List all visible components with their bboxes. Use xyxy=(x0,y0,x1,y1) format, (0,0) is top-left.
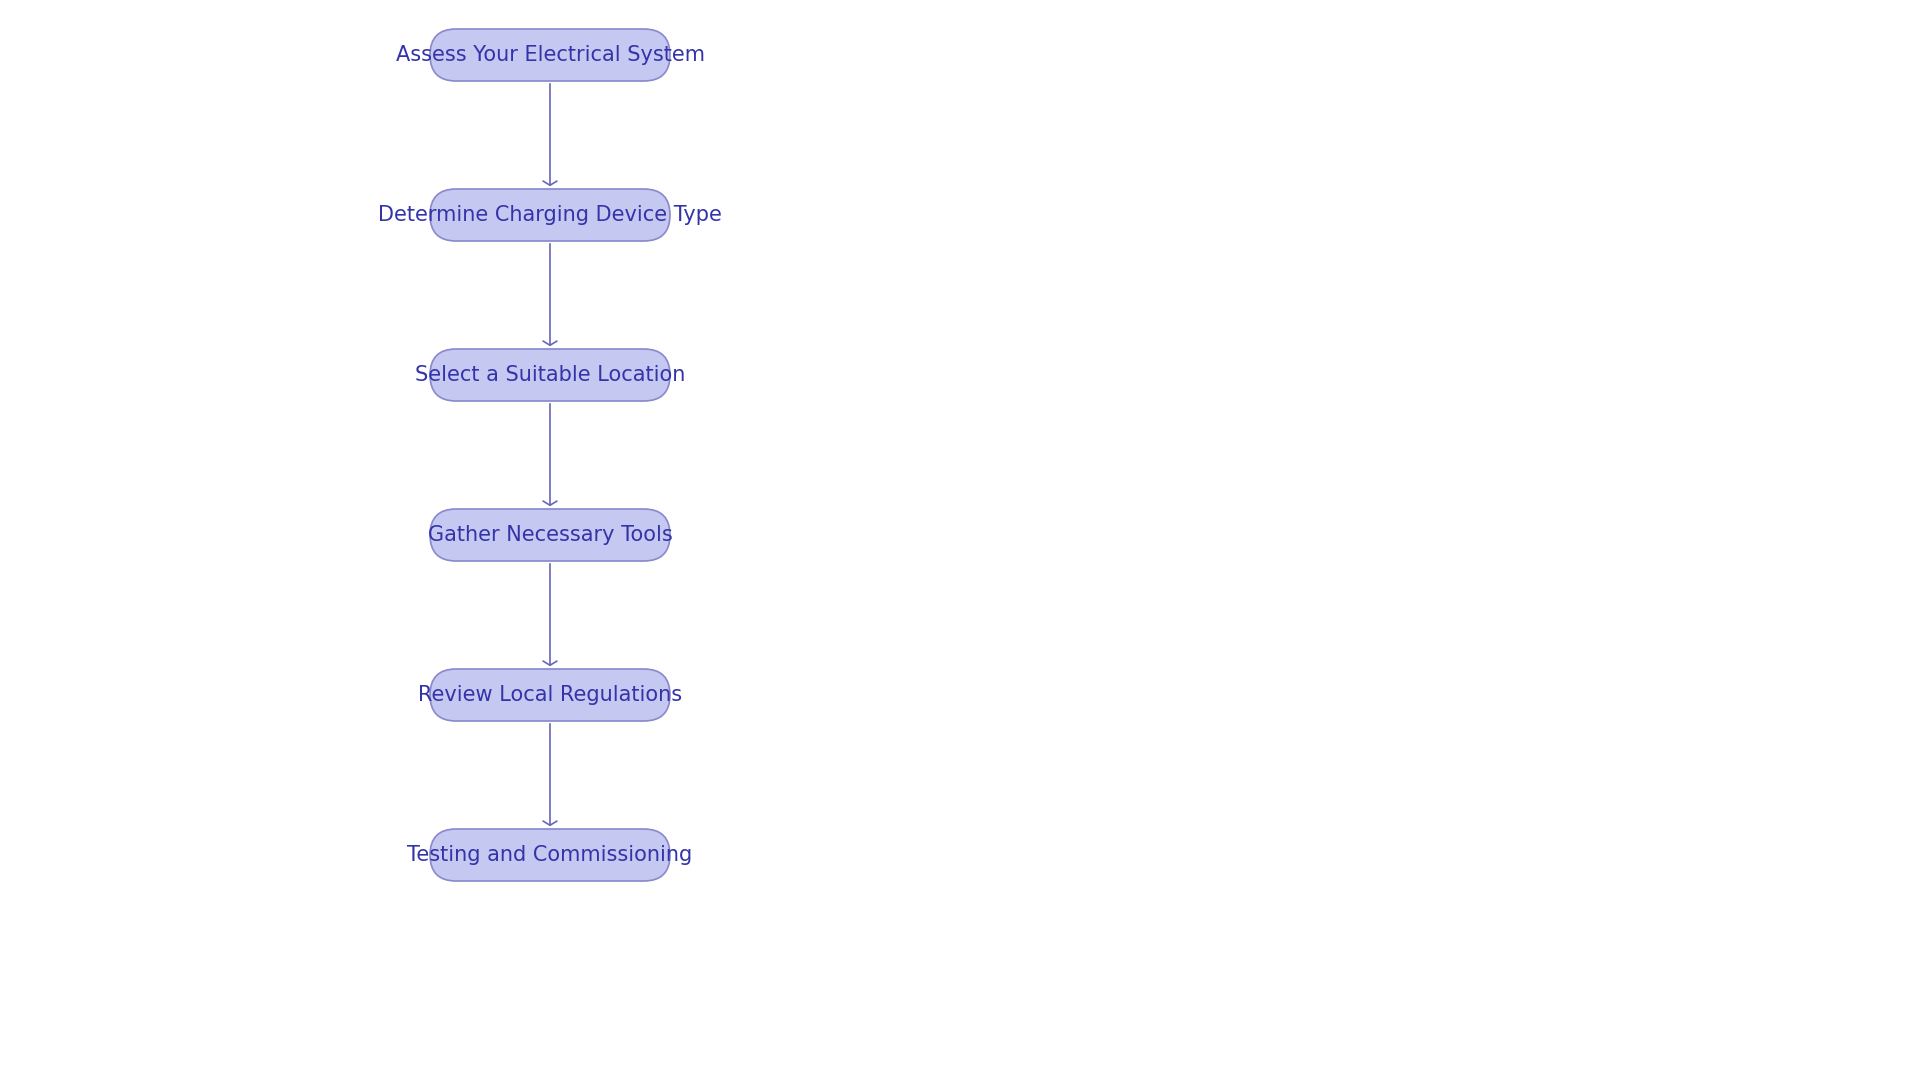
FancyBboxPatch shape xyxy=(430,29,670,81)
FancyBboxPatch shape xyxy=(430,669,670,721)
FancyBboxPatch shape xyxy=(430,190,670,242)
Text: Determine Charging Device Type: Determine Charging Device Type xyxy=(378,205,722,225)
Text: Testing and Commissioning: Testing and Commissioning xyxy=(407,845,693,865)
Text: Select a Suitable Location: Select a Suitable Location xyxy=(415,365,685,384)
Text: Gather Necessary Tools: Gather Necessary Tools xyxy=(428,525,672,545)
FancyBboxPatch shape xyxy=(430,828,670,880)
Text: Assess Your Electrical System: Assess Your Electrical System xyxy=(396,45,705,65)
FancyBboxPatch shape xyxy=(430,509,670,561)
Text: Review Local Regulations: Review Local Regulations xyxy=(419,686,682,705)
FancyBboxPatch shape xyxy=(430,349,670,401)
